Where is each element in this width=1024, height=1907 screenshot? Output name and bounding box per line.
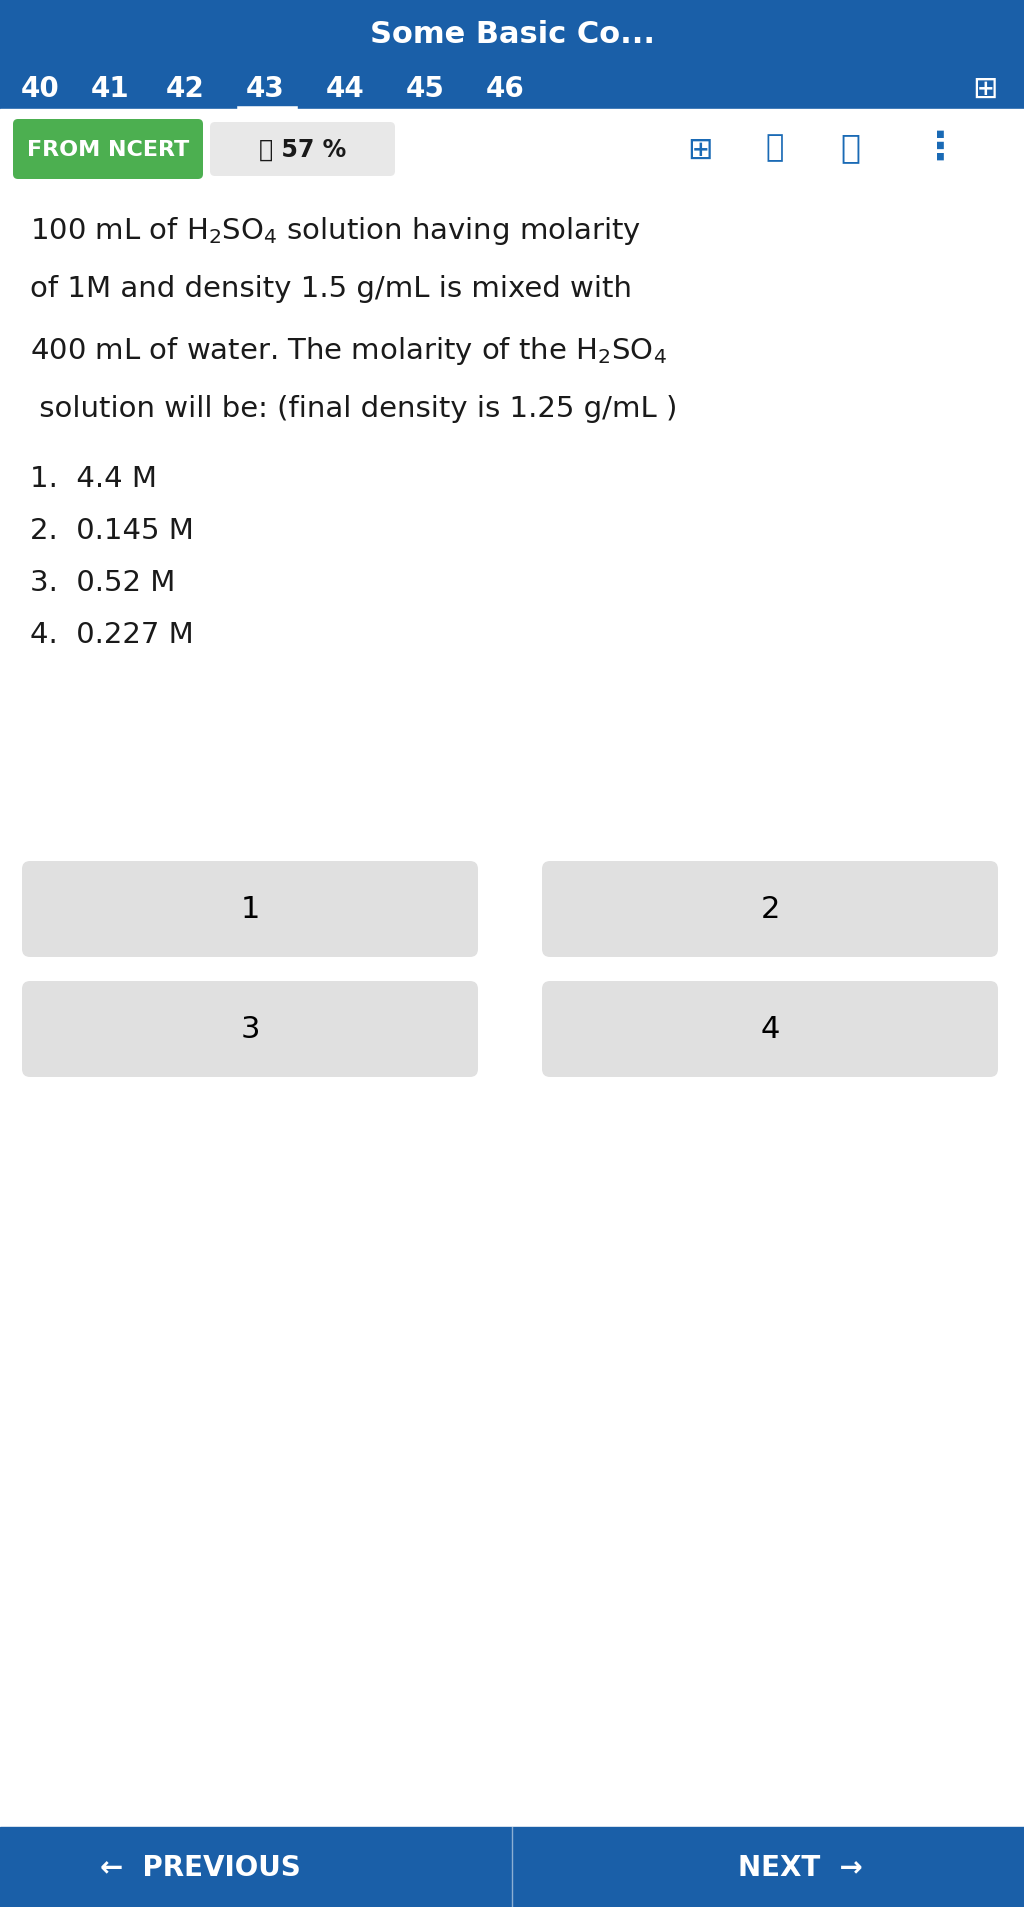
Text: of 1M and density 1.5 g/mL is mixed with: of 1M and density 1.5 g/mL is mixed with — [30, 275, 632, 303]
Bar — [0, 1827, 1024, 1907]
Bar — [0, 0, 1024, 111]
FancyBboxPatch shape — [22, 982, 478, 1077]
FancyBboxPatch shape — [542, 982, 998, 1077]
FancyBboxPatch shape — [13, 120, 203, 179]
Text: 43: 43 — [246, 74, 285, 103]
Text: 2.  0.145 M: 2. 0.145 M — [30, 517, 194, 545]
Text: 100 mL of H$_2$SO$_4$ solution having molarity: 100 mL of H$_2$SO$_4$ solution having mo… — [30, 215, 641, 246]
Text: 1.  4.4 M: 1. 4.4 M — [30, 465, 157, 492]
FancyBboxPatch shape — [210, 122, 395, 177]
Text: ⊞: ⊞ — [972, 74, 997, 105]
Text: solution will be: (final density is 1.25 g/mL ): solution will be: (final density is 1.25… — [30, 395, 677, 423]
Text: 3: 3 — [241, 1015, 260, 1043]
Text: 41: 41 — [91, 74, 129, 103]
Text: 42: 42 — [166, 74, 205, 103]
Text: 46: 46 — [485, 74, 524, 103]
Text: Some Basic Co...: Some Basic Co... — [370, 19, 654, 50]
Text: 4: 4 — [760, 1015, 779, 1043]
Text: 1: 1 — [241, 894, 260, 925]
Text: 🔖: 🔖 — [840, 132, 860, 164]
Text: 3.  0.52 M: 3. 0.52 M — [30, 568, 175, 597]
Text: 45: 45 — [406, 74, 444, 103]
Text: 44: 44 — [326, 74, 365, 103]
FancyBboxPatch shape — [22, 862, 478, 957]
Text: ⋮: ⋮ — [921, 130, 959, 168]
Text: FROM NCERT: FROM NCERT — [27, 139, 189, 160]
Text: 4.  0.227 M: 4. 0.227 M — [30, 620, 194, 648]
Text: 400 mL of water. The molarity of the H$_2$SO$_4$: 400 mL of water. The molarity of the H$_… — [30, 336, 667, 366]
Text: ⊞: ⊞ — [687, 135, 713, 164]
Text: 👍 57 %: 👍 57 % — [259, 137, 346, 162]
FancyBboxPatch shape — [542, 862, 998, 957]
Text: 📄: 📄 — [766, 133, 784, 162]
Text: 2: 2 — [760, 894, 779, 925]
Text: 40: 40 — [20, 74, 59, 103]
Text: NEXT  →: NEXT → — [737, 1854, 862, 1880]
Text: ←  PREVIOUS: ← PREVIOUS — [99, 1854, 300, 1880]
